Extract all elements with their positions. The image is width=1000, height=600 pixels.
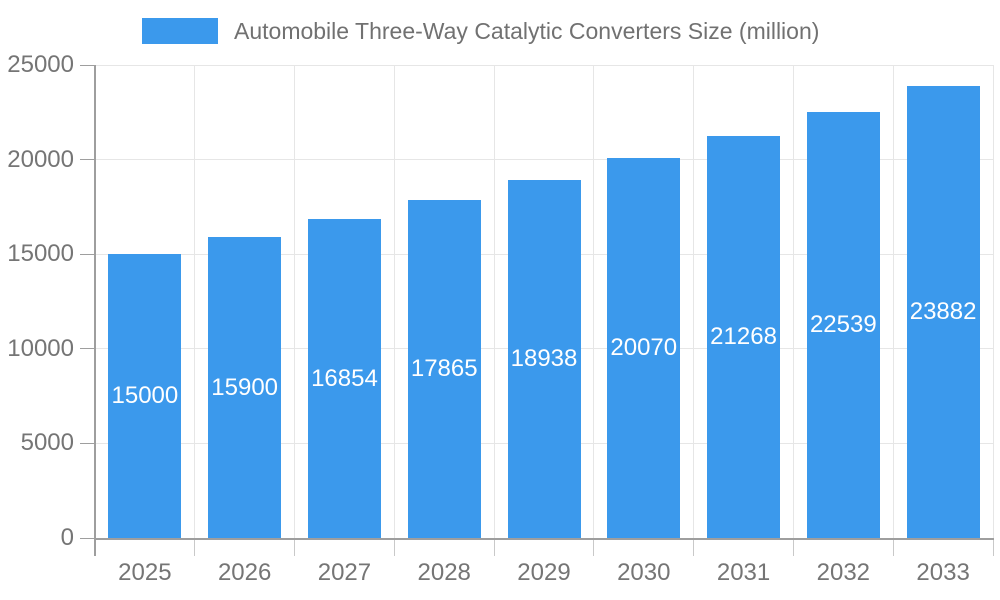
x-axis-tick: [693, 539, 695, 556]
x-axis-tick: [294, 539, 296, 556]
y-axis-tick: [80, 159, 95, 161]
bar-2029[interactable]: [507, 179, 581, 538]
y-axis-label: 25000: [7, 51, 74, 78]
bar-value-label: 20070: [610, 334, 678, 362]
x-axis-line: [95, 538, 994, 540]
bar-value-label: 15900: [211, 373, 279, 401]
legend-item[interactable]: Automobile Three-Way Catalytic Converter…: [142, 17, 819, 45]
y-axis-label: 0: [60, 524, 74, 551]
y-axis-label: 5000: [20, 429, 74, 457]
bar-2033[interactable]: [906, 86, 980, 538]
bar-value-label: 18938: [510, 344, 578, 372]
x-axis-label: 2031: [716, 559, 771, 586]
x-axis-tick: [393, 539, 395, 556]
gridline-vertical: [493, 65, 495, 538]
x-axis-label: 2032: [816, 559, 871, 586]
gridline-vertical: [892, 65, 894, 538]
x-axis-label: 2029: [517, 559, 571, 586]
x-axis-label: 2027: [317, 559, 372, 586]
gridline-horizontal: [95, 64, 993, 66]
y-axis-line: [94, 65, 96, 556]
y-axis-tick: [80, 537, 95, 539]
legend-swatch: [142, 18, 218, 44]
y-axis-tick: [80, 253, 95, 255]
x-axis-tick: [792, 539, 794, 556]
bar-2028[interactable]: [407, 199, 481, 538]
x-axis-label: 2025: [118, 559, 172, 586]
gridline-vertical: [393, 65, 395, 538]
bar-value-label: 15000: [111, 382, 179, 410]
bar-2025[interactable]: [108, 254, 182, 538]
y-axis-tick: [80, 348, 95, 350]
x-axis-label: 2026: [217, 559, 272, 586]
gridline-horizontal: [95, 159, 993, 161]
gridline-vertical: [593, 65, 595, 538]
x-axis-label: 2033: [916, 559, 970, 586]
bar-value-label: 23882: [909, 298, 977, 326]
y-axis-label: 20000: [7, 145, 74, 173]
bar-value-label: 21268: [710, 322, 777, 350]
x-axis-tick: [194, 539, 196, 556]
bar-value-label: 16854: [311, 364, 378, 392]
y-axis-label: 10000: [7, 334, 74, 362]
y-axis-tick: [80, 64, 95, 66]
gridline-vertical: [294, 65, 296, 538]
x-axis-tick: [992, 539, 994, 556]
bar-2027[interactable]: [307, 219, 381, 538]
gridline-vertical: [194, 65, 196, 538]
x-axis-label: 2030: [617, 559, 671, 586]
gridline-vertical: [992, 65, 994, 538]
y-axis-tick: [80, 442, 95, 444]
gridline-vertical: [792, 65, 794, 538]
x-axis-tick: [493, 539, 495, 556]
y-axis-label: 15000: [7, 240, 74, 268]
bar-2030[interactable]: [607, 158, 681, 538]
bar-2031[interactable]: [707, 135, 781, 538]
x-axis-tick: [892, 539, 894, 556]
bar-2026[interactable]: [208, 237, 282, 538]
legend-label: Automobile Three-Way Catalytic Converter…: [234, 17, 820, 44]
bar-value-label: 22539: [809, 310, 877, 338]
bar-2032[interactable]: [806, 111, 880, 538]
x-axis-tick: [593, 539, 595, 556]
x-axis-label: 2028: [417, 559, 471, 586]
bar-value-label: 17865: [410, 354, 478, 382]
gridline-vertical: [693, 65, 695, 538]
